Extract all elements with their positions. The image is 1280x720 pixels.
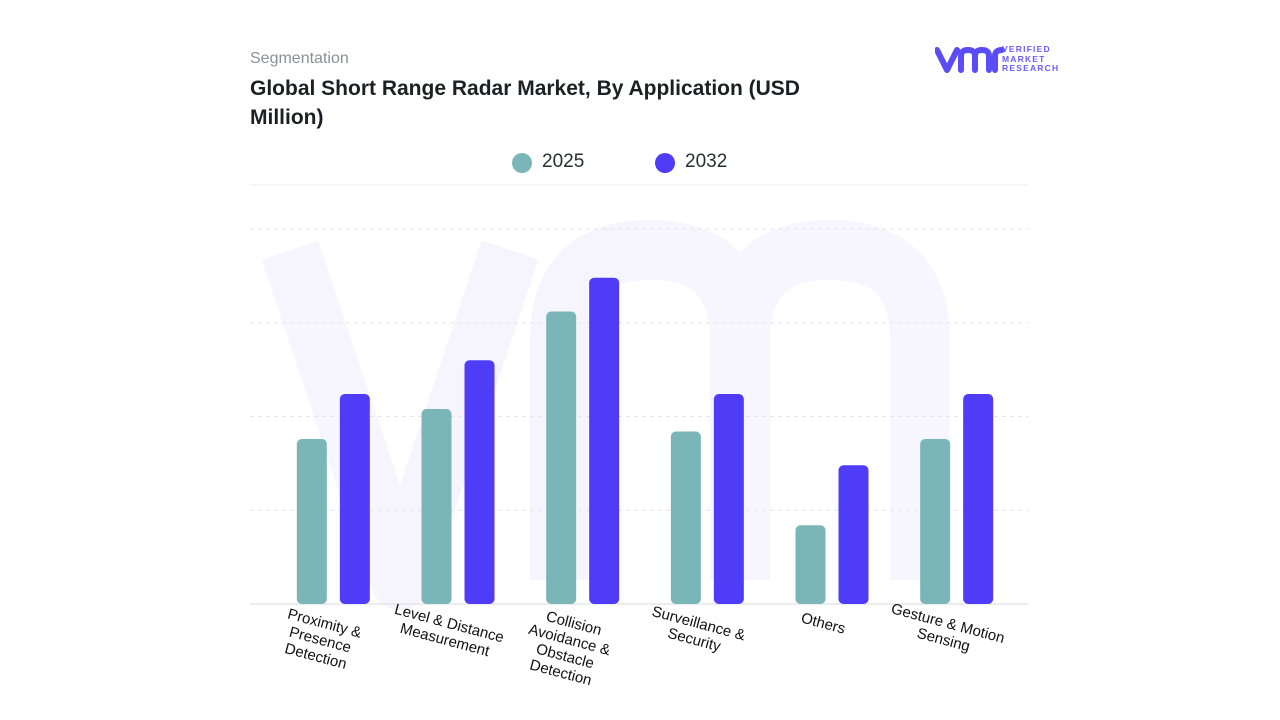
x-axis-label: Gesture & MotionSensing xyxy=(885,600,1007,663)
brand-logo-line: VERIFIED xyxy=(1002,44,1051,54)
x-axis-label: Level & DistanceMeasurement xyxy=(388,601,506,663)
brand-logo-mark xyxy=(935,46,1005,73)
bar-2032-5[interactable] xyxy=(838,465,869,604)
x-axis-label: Proximity &PresenceDetection xyxy=(277,606,363,675)
bar-2025-4[interactable] xyxy=(670,431,701,605)
bar-2032-1[interactable] xyxy=(339,394,370,604)
x-axis-label: Surveillance &Security xyxy=(646,603,747,661)
bar-2032-4[interactable] xyxy=(713,394,744,604)
x-axis-label-line: Others xyxy=(799,610,847,638)
x-axis-labels: Proximity &PresenceDetection Level & Dist… xyxy=(277,600,1007,692)
bar-2025-5[interactable] xyxy=(795,525,826,604)
section-label: Segmentation xyxy=(250,50,349,67)
brand-logo-line: MARKET xyxy=(1002,53,1046,64)
grid-lines xyxy=(250,228,1028,605)
chart-title: Global Short Range Radar Market, By Appl… xyxy=(250,77,800,129)
bar-2032-2[interactable] xyxy=(464,360,495,604)
legend-label-2025: 2025 xyxy=(542,151,585,172)
bar-2025-6[interactable] xyxy=(920,439,951,604)
bar-2032-6[interactable] xyxy=(963,394,994,604)
brand-logo-line: RESEARCH xyxy=(1002,63,1060,73)
x-axis-label: CollisionAvoidance &ObstacleDetection xyxy=(518,605,617,692)
watermark-logo xyxy=(261,219,950,610)
bar-2025-2[interactable] xyxy=(421,409,452,604)
bar-2032-3[interactable] xyxy=(589,277,620,604)
legend-dot-2032 xyxy=(655,153,675,173)
bar-2025-3[interactable] xyxy=(546,311,577,605)
legend-dot-2025 xyxy=(512,153,532,173)
legend-label-2032: 2032 xyxy=(685,151,728,172)
bars xyxy=(296,277,994,605)
x-axis-label: Others xyxy=(799,610,847,638)
brand-logo-text: VERIFIED MARKET RESEARCH xyxy=(1002,44,1060,74)
bar-2025-1[interactable] xyxy=(296,439,327,604)
